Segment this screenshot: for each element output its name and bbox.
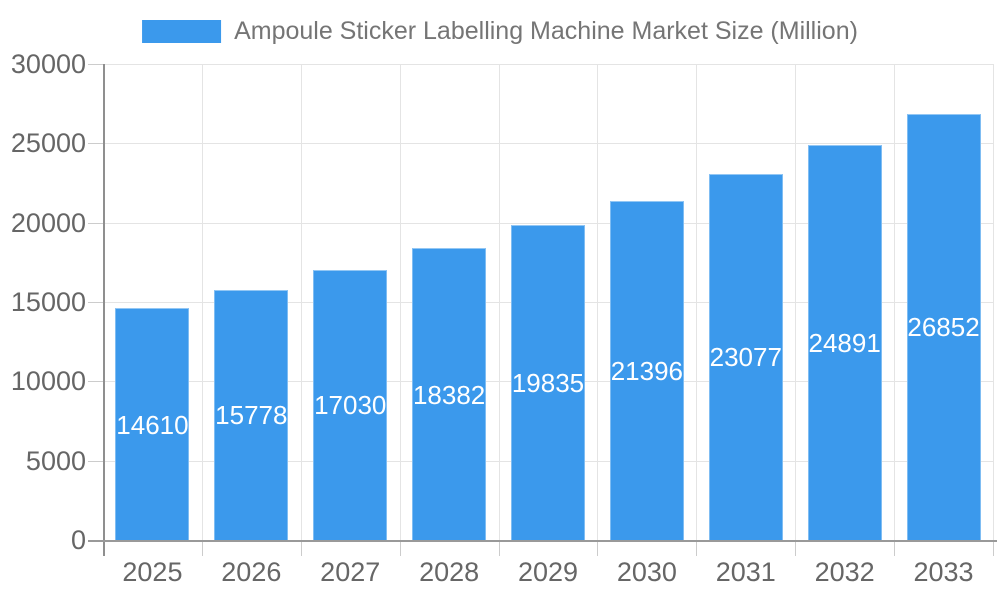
x-axis-tick <box>993 540 994 556</box>
y-axis-tick <box>88 64 103 65</box>
x-axis-tick-label: 2029 <box>517 557 579 587</box>
gridline-vertical <box>597 64 599 540</box>
x-axis-line <box>88 540 997 542</box>
bar-value-label: 17030 <box>314 390 387 421</box>
legend-swatch <box>142 19 222 43</box>
x-axis-tick-label: 2025 <box>122 557 183 587</box>
y-axis-tick-label: 5000 <box>25 445 86 476</box>
gridline-vertical <box>300 64 302 540</box>
bar-value-label: 19835 <box>511 368 585 399</box>
x-axis-tick <box>597 540 599 556</box>
bar: 24891 <box>807 145 882 540</box>
x-axis-tick-label: 2027 <box>320 557 381 587</box>
gridline-vertical <box>795 64 797 540</box>
gridline-horizontal <box>103 143 993 145</box>
x-axis-tick <box>696 540 698 556</box>
gridline-vertical <box>399 64 401 540</box>
gridline-vertical <box>894 64 896 540</box>
y-axis-line <box>103 64 105 556</box>
y-axis-tick <box>88 143 103 145</box>
y-axis-tick-label: 30000 <box>10 49 86 79</box>
x-axis-tick-label: 2033 <box>913 557 974 587</box>
legend-label: Ampoule Sticker Labelling Machine Market… <box>234 17 858 45</box>
y-axis-tick-label: 20000 <box>10 207 86 238</box>
bar: 14610 <box>115 308 190 540</box>
y-axis-tick <box>88 381 103 383</box>
gridline-vertical <box>498 64 500 540</box>
bar-value-label: 18382 <box>412 379 486 410</box>
bar-value-label: 14610 <box>116 409 189 440</box>
y-axis-tick-label: 10000 <box>10 366 86 397</box>
y-axis-tick-label: 15000 <box>10 287 86 317</box>
y-axis-tick-label: 25000 <box>10 128 86 159</box>
bar: 26852 <box>906 113 981 540</box>
bar: 18382 <box>412 248 487 540</box>
y-axis-tick <box>88 460 103 462</box>
x-axis-tick-label: 2028 <box>419 557 480 587</box>
x-axis-tick <box>498 540 500 556</box>
gridline-vertical <box>993 64 994 540</box>
y-axis-tick-label: 0 <box>70 525 86 555</box>
bar: 15778 <box>214 289 289 540</box>
gridline-vertical <box>696 64 698 540</box>
x-axis-tick-label: 2032 <box>814 557 875 587</box>
bar: 23077 <box>708 173 783 540</box>
gridline-horizontal <box>103 222 993 224</box>
y-axis-tick <box>88 222 103 224</box>
x-axis-tick <box>201 540 203 556</box>
bar-value-label: 26852 <box>907 312 980 343</box>
bar-value-label: 24891 <box>808 328 881 359</box>
bar-value-label: 21396 <box>610 355 684 386</box>
x-axis-tick-label: 2031 <box>715 557 776 587</box>
x-axis-tick <box>894 540 896 556</box>
x-axis-tick-label: 2026 <box>221 557 282 587</box>
gridline-vertical <box>201 64 203 540</box>
x-axis-tick <box>300 540 302 556</box>
bar: 21396 <box>609 200 684 540</box>
gridline-horizontal <box>103 64 993 65</box>
x-axis-tick <box>399 540 401 556</box>
legend-item[interactable]: Ampoule Sticker Labelling Machine Market… <box>142 17 858 45</box>
bar-value-label: 23077 <box>709 342 782 373</box>
bar: 19835 <box>511 225 585 540</box>
x-axis-tick <box>795 540 797 556</box>
bar-value-label: 15778 <box>215 400 288 431</box>
x-axis-tick-label: 2030 <box>616 557 677 587</box>
y-axis-tick <box>88 302 103 303</box>
bar: 17030 <box>313 269 388 540</box>
